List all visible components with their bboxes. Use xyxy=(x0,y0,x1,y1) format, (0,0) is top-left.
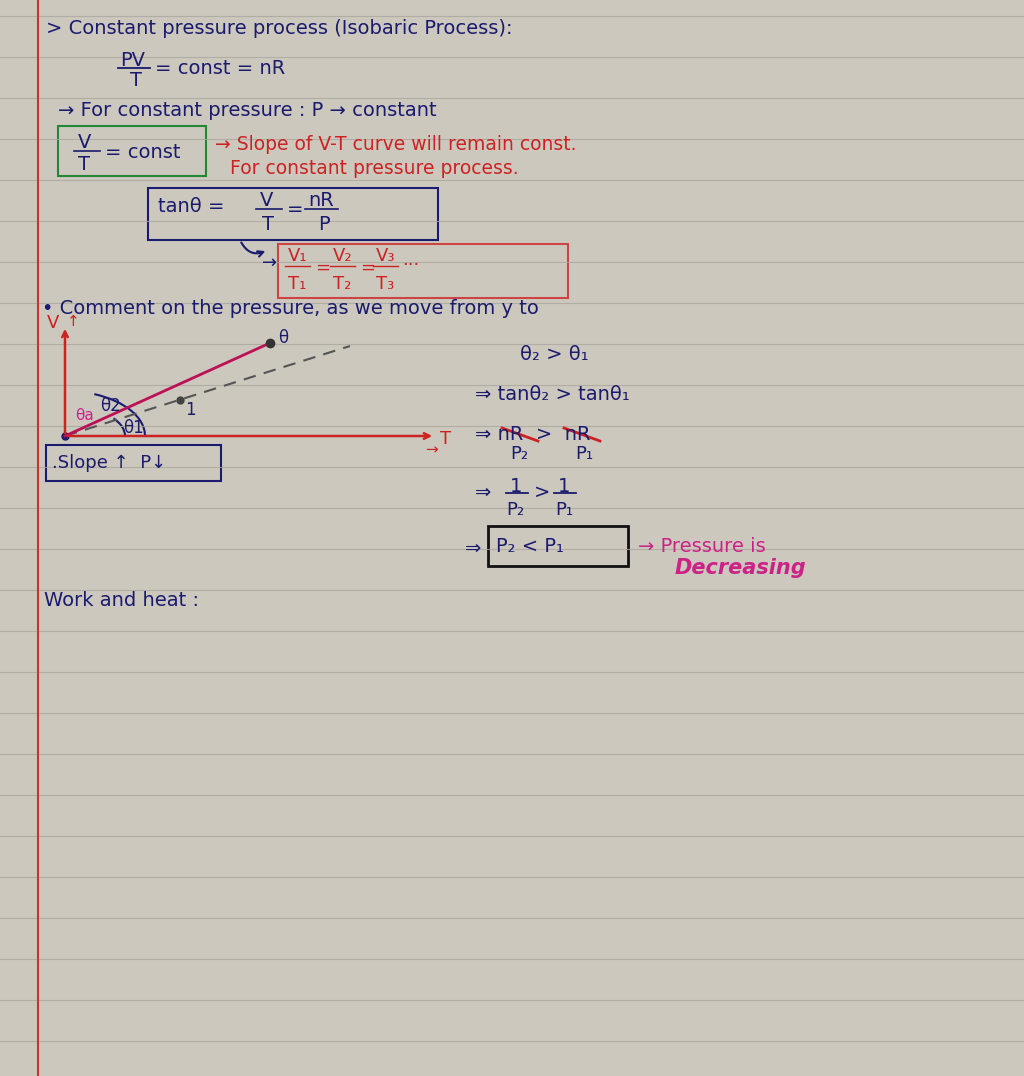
Bar xyxy=(488,526,628,566)
Text: V₁: V₁ xyxy=(288,247,307,265)
Text: T₂: T₂ xyxy=(333,275,351,293)
Text: Decreasing: Decreasing xyxy=(675,558,807,578)
Text: θa: θa xyxy=(75,409,94,424)
Text: θ: θ xyxy=(278,329,288,346)
Text: Work and heat :: Work and heat : xyxy=(44,592,199,610)
Text: 1: 1 xyxy=(558,477,570,496)
Text: P₂ < P₁: P₂ < P₁ xyxy=(496,537,564,555)
Text: P₁: P₁ xyxy=(575,445,593,463)
Text: ⇒ nR  >  nR: ⇒ nR > nR xyxy=(475,425,591,444)
Text: =: = xyxy=(287,200,303,220)
Text: P: P xyxy=(318,214,330,233)
Text: tanθ =: tanθ = xyxy=(158,197,230,215)
Bar xyxy=(278,244,568,298)
Text: V: V xyxy=(260,190,273,210)
Text: 1: 1 xyxy=(185,400,196,419)
Text: V₃: V₃ xyxy=(376,247,395,265)
Text: = const: = const xyxy=(105,142,180,161)
Text: =: = xyxy=(360,259,375,277)
Text: ...: ... xyxy=(402,251,419,269)
Text: → Slope of V-T curve will remain const.: → Slope of V-T curve will remain const. xyxy=(215,134,577,154)
Bar xyxy=(46,445,221,481)
Text: T: T xyxy=(262,214,274,233)
Text: > Constant pressure process (Isobaric Process):: > Constant pressure process (Isobaric Pr… xyxy=(46,19,512,39)
Text: →: → xyxy=(262,254,278,272)
Text: P₂: P₂ xyxy=(506,501,524,519)
Text: =: = xyxy=(315,259,330,277)
Text: P₁: P₁ xyxy=(555,501,573,519)
Text: = const = nR: = const = nR xyxy=(155,58,286,77)
Text: For constant pressure process.: For constant pressure process. xyxy=(230,158,518,178)
Bar xyxy=(148,188,438,240)
Text: θ₂ > θ₁: θ₂ > θ₁ xyxy=(520,344,589,364)
Text: T: T xyxy=(440,430,452,448)
Text: PV: PV xyxy=(120,51,145,70)
Text: θ2: θ2 xyxy=(100,397,121,415)
Text: ⇒ tanθ₂ > tanθ₁: ⇒ tanθ₂ > tanθ₁ xyxy=(475,385,630,405)
Text: V: V xyxy=(78,132,91,152)
Text: ⇒: ⇒ xyxy=(475,483,498,502)
Text: T: T xyxy=(130,71,142,89)
Text: nR: nR xyxy=(308,190,334,210)
Text: V: V xyxy=(47,314,59,332)
Text: ↑: ↑ xyxy=(67,313,80,328)
Text: θ1: θ1 xyxy=(123,419,143,437)
Text: T₁: T₁ xyxy=(288,275,306,293)
Text: ⇒: ⇒ xyxy=(465,538,481,557)
Text: >: > xyxy=(534,482,550,501)
Text: • Comment on the pressure, as we move from y to: • Comment on the pressure, as we move fr… xyxy=(42,298,539,317)
Text: P₂: P₂ xyxy=(510,445,528,463)
Text: V₂: V₂ xyxy=(333,247,352,265)
Text: → For constant pressure : P → constant: → For constant pressure : P → constant xyxy=(58,101,436,121)
Text: T: T xyxy=(78,155,90,173)
Bar xyxy=(58,126,206,176)
Text: →: → xyxy=(425,442,437,457)
Text: 1: 1 xyxy=(510,477,522,496)
Text: T₃: T₃ xyxy=(376,275,394,293)
Text: → Pressure is: → Pressure is xyxy=(638,537,766,555)
Text: .Slope ↑  P↓: .Slope ↑ P↓ xyxy=(52,454,166,472)
